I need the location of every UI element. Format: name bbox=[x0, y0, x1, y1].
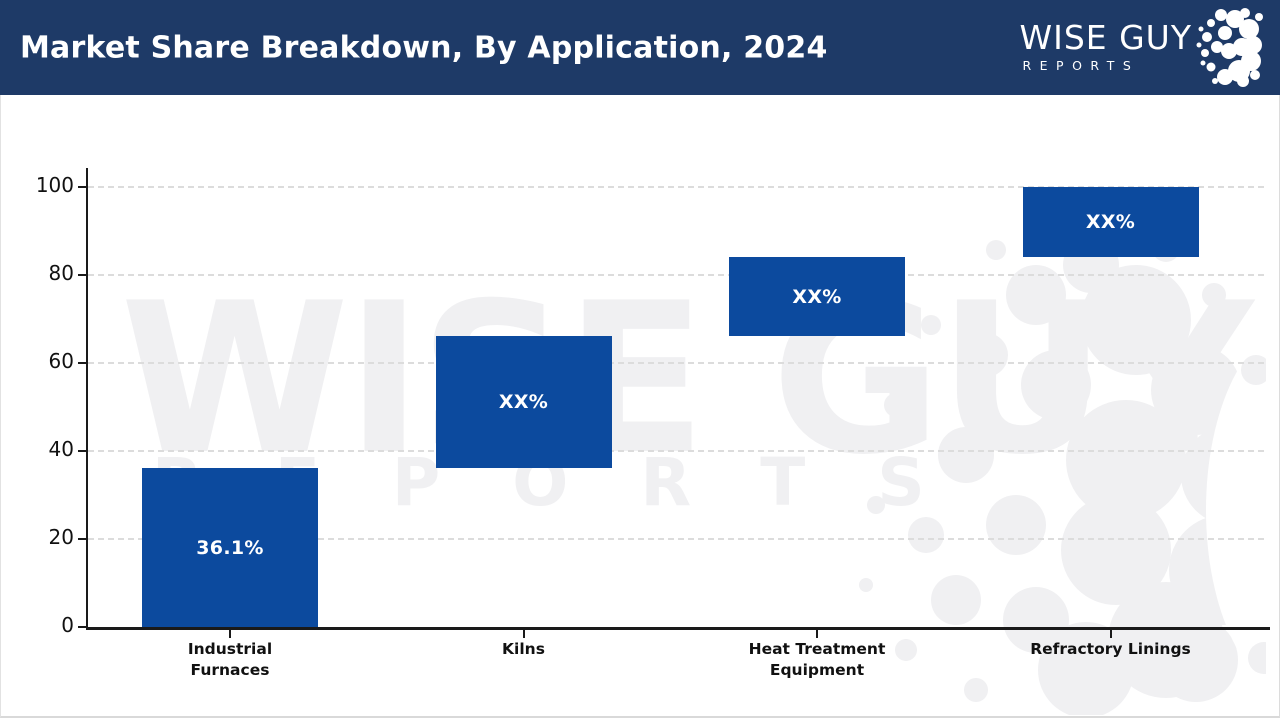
gridline bbox=[88, 538, 1264, 540]
gridline bbox=[88, 274, 1264, 276]
y-tick-label: 60 bbox=[48, 349, 74, 373]
brand-logo-text: WISE GUY REPORTS bbox=[1019, 21, 1192, 73]
bar-value-label: XX% bbox=[792, 285, 842, 308]
y-tick-label: 0 bbox=[61, 613, 74, 637]
category-label-line: Industrial bbox=[187, 640, 273, 658]
y-tick-mark bbox=[78, 362, 86, 364]
x-tick-mark bbox=[1109, 630, 1112, 638]
brand-logo: WISE GUY REPORTS bbox=[1019, 7, 1266, 87]
gridline bbox=[88, 450, 1264, 452]
x-axis-line bbox=[86, 627, 1270, 630]
gridline bbox=[88, 362, 1264, 364]
y-tick-mark bbox=[78, 626, 86, 628]
x-axis-category-label: Heat Treatment Equipment bbox=[697, 639, 937, 681]
y-tick-mark bbox=[78, 450, 86, 452]
header-bar: Market Share Breakdown, By Application, … bbox=[0, 0, 1280, 95]
bar-value-label: 36.1% bbox=[196, 536, 264, 559]
x-axis-category-label: Refractory Linings bbox=[991, 639, 1231, 660]
x-tick-mark bbox=[816, 630, 818, 638]
brand-logo-subtitle: REPORTS bbox=[1022, 58, 1140, 73]
category-label-line: Refractory Linings bbox=[1030, 640, 1191, 658]
y-tick-mark bbox=[78, 186, 86, 188]
y-tick-label: 100 bbox=[35, 173, 74, 197]
x-axis-category-label: Kilns bbox=[404, 639, 644, 660]
bar: 36.1% bbox=[142, 468, 318, 627]
y-tick-label: 20 bbox=[48, 525, 74, 549]
page-title: Market Share Breakdown, By Application, … bbox=[20, 30, 828, 65]
bar: XX% bbox=[435, 336, 612, 469]
y-tick-mark bbox=[78, 274, 86, 276]
watermark-dotted-face bbox=[859, 234, 1266, 715]
category-label-line: Equipment bbox=[769, 660, 865, 679]
category-label-line: Kilns bbox=[502, 640, 545, 658]
bar-value-label: XX% bbox=[1085, 210, 1136, 233]
y-tick-label: 40 bbox=[48, 437, 74, 461]
category-label-line: Heat Treatment bbox=[748, 640, 886, 658]
category-label-line: Furnaces bbox=[190, 660, 270, 679]
bar: XX% bbox=[1022, 187, 1199, 257]
y-tick-mark bbox=[78, 538, 86, 540]
y-axis-line bbox=[86, 168, 88, 629]
gridline bbox=[88, 186, 1264, 188]
y-tick-label: 80 bbox=[48, 261, 74, 285]
bar: XX% bbox=[729, 256, 905, 337]
x-tick-mark bbox=[522, 630, 525, 638]
x-tick-mark bbox=[229, 630, 231, 638]
x-axis-category-label: Industrial Furnaces bbox=[110, 639, 350, 681]
dotted-face-icon bbox=[1196, 8, 1263, 87]
brand-logo-name: WISE GUY bbox=[1019, 18, 1192, 57]
bar-value-label: XX% bbox=[498, 391, 549, 414]
